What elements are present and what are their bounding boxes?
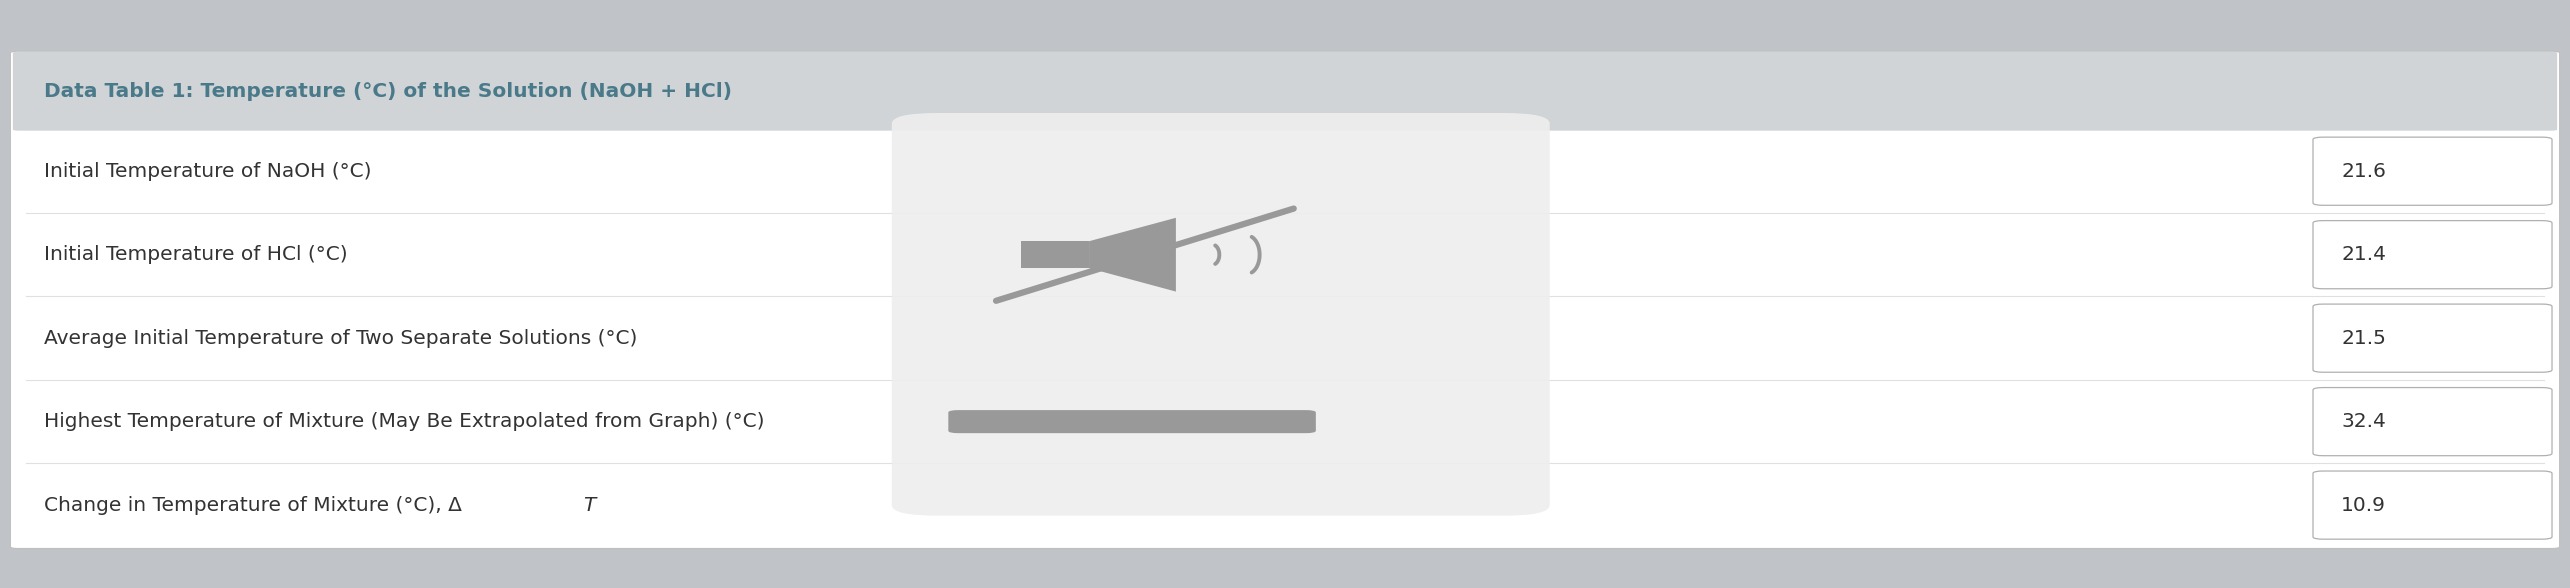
Text: T: T <box>583 496 596 514</box>
Text: Change in Temperature of Mixture (°C), Δ: Change in Temperature of Mixture (°C), Δ <box>44 496 463 514</box>
FancyBboxPatch shape <box>892 113 1550 516</box>
Text: Initial Temperature of NaOH (°C): Initial Temperature of NaOH (°C) <box>44 162 370 181</box>
Text: 32.4: 32.4 <box>2341 412 2385 431</box>
Text: Highest Temperature of Mixture (May Be Extrapolated from Graph) (°C): Highest Temperature of Mixture (May Be E… <box>44 412 763 431</box>
Text: Average Initial Temperature of Two Separate Solutions (°C): Average Initial Temperature of Two Separ… <box>44 329 637 348</box>
Text: Initial Temperature of HCl (°C): Initial Temperature of HCl (°C) <box>44 245 347 264</box>
FancyBboxPatch shape <box>10 51 2560 549</box>
FancyBboxPatch shape <box>2313 304 2552 372</box>
Text: 21.5: 21.5 <box>2341 329 2385 348</box>
Text: 21.4: 21.4 <box>2341 245 2388 264</box>
Text: Data Table 1: Temperature (°C) of the Solution (NaOH + HCl): Data Table 1: Temperature (°C) of the So… <box>44 82 732 101</box>
FancyBboxPatch shape <box>948 410 1316 433</box>
Text: 10.9: 10.9 <box>2341 496 2385 514</box>
FancyBboxPatch shape <box>13 52 2557 131</box>
FancyBboxPatch shape <box>1020 241 1090 268</box>
FancyBboxPatch shape <box>2313 471 2552 539</box>
FancyBboxPatch shape <box>2313 220 2552 289</box>
FancyBboxPatch shape <box>2313 137 2552 205</box>
Polygon shape <box>1090 218 1177 292</box>
FancyBboxPatch shape <box>2313 387 2552 456</box>
Text: 21.6: 21.6 <box>2341 162 2385 181</box>
